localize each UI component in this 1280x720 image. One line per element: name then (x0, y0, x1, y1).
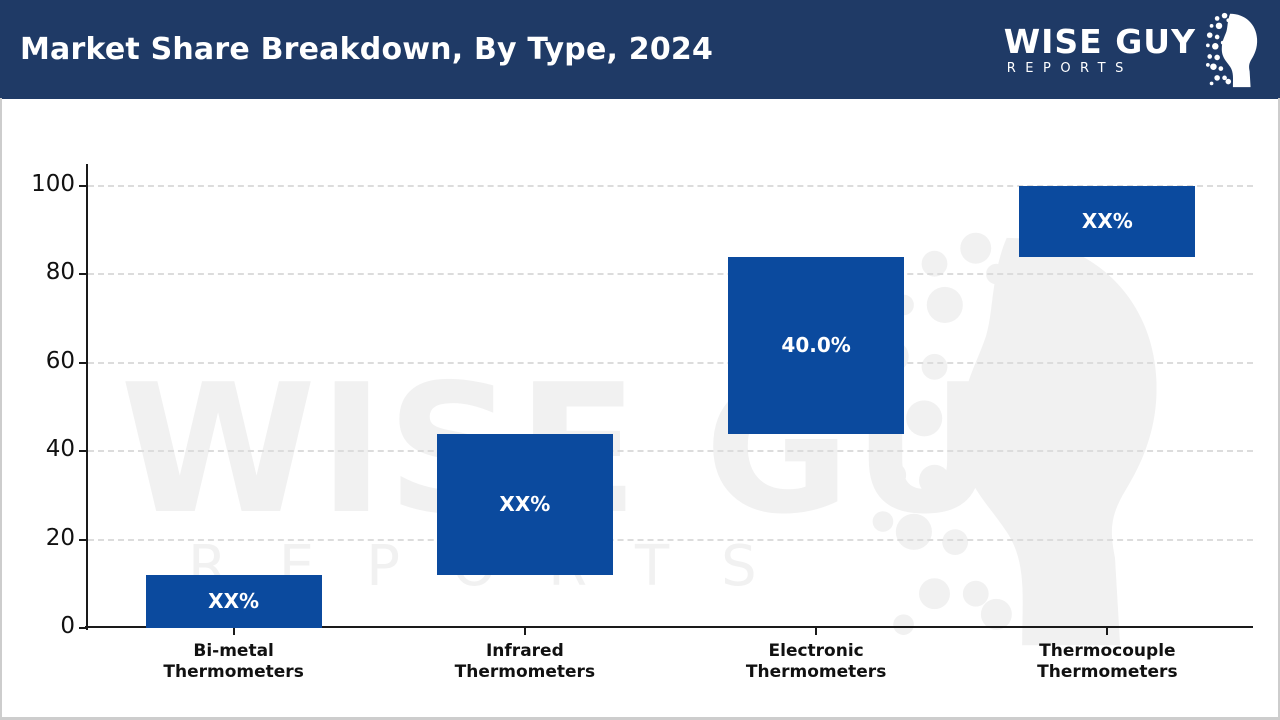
y-tick-label: 60 (45, 347, 75, 374)
gridline (88, 273, 1253, 276)
y-tick-label: 40 (45, 436, 75, 463)
y-tick-mark (79, 361, 88, 364)
gridline (88, 450, 1253, 453)
x-category-label: Infrared Thermometers (375, 641, 675, 684)
x-category-label-line: Thermometers (454, 662, 596, 683)
x-category-label-line: Electronic (768, 641, 864, 661)
bar-segment (436, 433, 613, 575)
bar-segment (1019, 186, 1196, 257)
y-axis-line (86, 164, 88, 630)
x-category-label-line: Bi-metal (193, 641, 274, 661)
bar-value-label: XX% (499, 492, 551, 517)
x-category-label-line: Infrared (485, 641, 564, 661)
y-tick-mark (79, 538, 88, 541)
x-category-label: Electronic Thermometers (666, 641, 966, 684)
header-bar: Market Share Breakdown, By Type, 2024 WI… (0, 0, 1280, 99)
logo-wiseguy-label: WISE GUY (1003, 21, 1196, 61)
gridline (88, 361, 1253, 364)
y-tick-mark (79, 627, 88, 629)
gridline (88, 538, 1253, 541)
y-tick-label: 20 (45, 524, 75, 551)
gridline (88, 185, 1253, 187)
x-tick-mark (232, 628, 235, 635)
logo-reports-label: REPORTS (1006, 60, 1133, 76)
wiseguy-logo-text: WISE GUY REPORTS (1004, 25, 1196, 75)
x-category-label-line: Thermometers (1037, 662, 1178, 683)
wiseguy-logo: WISE GUY REPORTS (1004, 11, 1262, 89)
x-tick-mark (523, 628, 526, 635)
page-title: Market Share Breakdown, By Type, 2024 (20, 32, 714, 67)
x-tick-mark (1106, 628, 1109, 635)
y-tick-mark (79, 450, 88, 453)
x-category-label-line: Thermometers (163, 662, 304, 683)
x-category-label: Thermocouple Thermometers (957, 641, 1257, 684)
x-category-label: Bi-metal Thermometers (84, 641, 384, 684)
y-tick-label: 100 (31, 171, 75, 197)
bar-segment (145, 574, 322, 628)
x-category-label-line: Thermocouple (1039, 641, 1176, 661)
bar-segment (728, 256, 905, 434)
x-tick-mark (815, 628, 818, 635)
bar-value-label: XX% (208, 589, 260, 614)
bar-value-label: 40.0% (781, 333, 851, 358)
x-axis-line (85, 626, 1253, 628)
wiseguy-face-icon (1202, 11, 1262, 89)
y-tick-label: 0 (60, 613, 75, 639)
bar-value-label: XX% (1081, 209, 1133, 234)
x-category-label-line: Thermometers (745, 662, 887, 683)
y-tick-mark (79, 185, 88, 187)
y-tick-mark (79, 273, 88, 276)
y-tick-label: 80 (45, 259, 75, 286)
